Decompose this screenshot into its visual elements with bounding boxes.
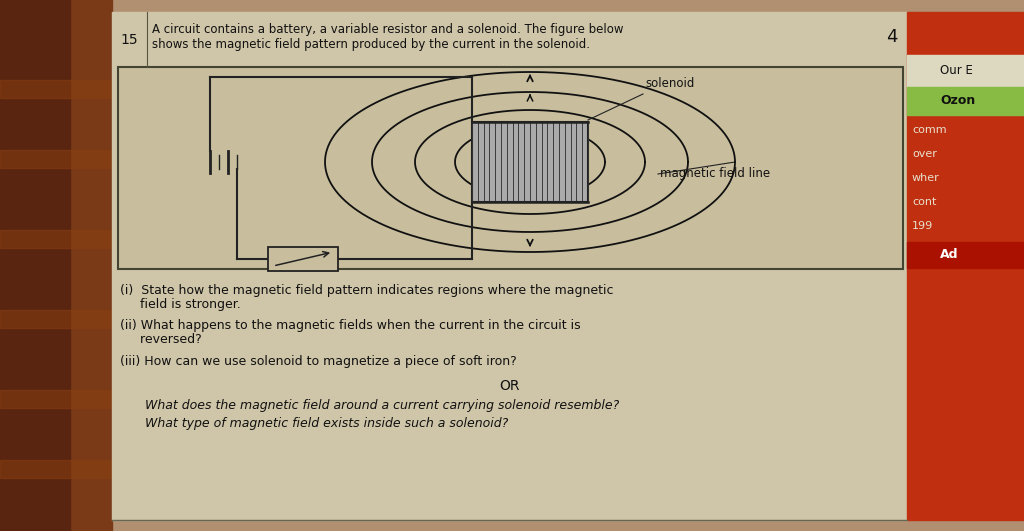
Bar [472,122,588,202]
Text: OR: OR [500,379,520,393]
Text: solenoid: solenoid [645,77,694,90]
Bar [0,230,112,248]
Bar [112,12,907,520]
Bar [907,55,1024,87]
Bar [0,0,70,531]
Bar [0,0,112,531]
Text: wher: wher [912,173,940,183]
Text: 15: 15 [120,33,138,47]
Text: magnetic field line: magnetic field line [660,167,770,181]
Bar [907,87,1024,115]
Text: (i)  State how the magnetic field pattern indicates regions where the magnetic: (i) State how the magnetic field pattern… [120,284,613,297]
Bar [118,67,903,269]
Text: Ad: Ad [940,249,958,261]
Bar [112,12,147,67]
Bar [0,80,112,98]
Text: field is stronger.: field is stronger. [120,298,241,311]
Bar [907,242,1024,268]
Text: Ozon: Ozon [940,95,975,107]
Text: comm: comm [912,125,946,135]
Text: A circuit contains a battery, a variable resistor and a solenoid. The figure bel: A circuit contains a battery, a variable… [152,23,624,36]
Text: shows the magnetic field pattern produced by the current in the solenoid.: shows the magnetic field pattern produce… [152,38,590,51]
Bar [0,460,112,478]
Text: What type of magnetic field exists inside such a solenoid?: What type of magnetic field exists insid… [145,417,508,430]
Bar [112,12,907,520]
Text: (ii) What happens to the magnetic fields when the current in the circuit is: (ii) What happens to the magnetic fields… [120,319,581,332]
Bar [0,310,112,328]
Text: 4: 4 [887,28,898,46]
Bar [907,12,1024,520]
Text: (iii) How can we use solenoid to magnetize a piece of soft iron?: (iii) How can we use solenoid to magneti… [120,355,517,368]
Text: reversed?: reversed? [120,333,202,346]
Text: Our E: Our E [940,64,973,78]
Bar [0,150,112,168]
Text: What does the magnetic field around a current carrying solenoid resemble?: What does the magnetic field around a cu… [145,399,620,412]
Text: cont: cont [912,197,936,207]
Text: 199: 199 [912,221,933,231]
Bar [0,390,112,408]
Bar [268,247,338,271]
Text: over: over [912,149,937,159]
